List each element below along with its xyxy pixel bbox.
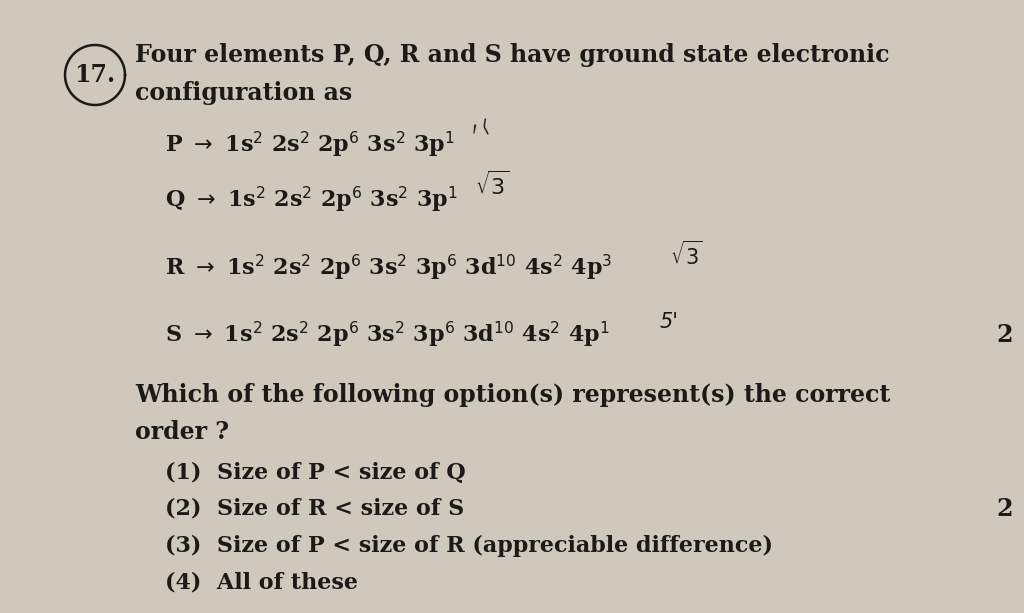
Text: order ?: order ?: [135, 420, 229, 444]
Text: Q $\rightarrow$ 1s$^2$ 2s$^2$ 2p$^6$ 3s$^2$ 3p$^1$: Q $\rightarrow$ 1s$^2$ 2s$^2$ 2p$^6$ 3s$…: [165, 185, 458, 215]
Text: Four elements P, Q, R and S have ground state electronic: Four elements P, Q, R and S have ground …: [135, 43, 890, 67]
Text: (2)  Size of R < size of S: (2) Size of R < size of S: [165, 498, 464, 520]
Text: $\prime$ $\langle$: $\prime$ $\langle$: [470, 117, 492, 139]
Text: configuration as: configuration as: [135, 81, 352, 105]
Text: (3)  Size of P < size of R (appreciable difference): (3) Size of P < size of R (appreciable d…: [165, 535, 773, 557]
Text: P $\rightarrow$ 1s$^2$ 2s$^2$ 2p$^6$ 3s$^2$ 3p$^1$: P $\rightarrow$ 1s$^2$ 2s$^2$ 2p$^6$ 3s$…: [165, 130, 455, 160]
Text: S $\rightarrow$ 1s$^2$ 2s$^2$ 2p$^6$ 3s$^2$ 3p$^6$ 3d$^{10}$ 4s$^2$ 4p$^1$: S $\rightarrow$ 1s$^2$ 2s$^2$ 2p$^6$ 3s$…: [165, 320, 610, 350]
Text: $\sqrt{3}$: $\sqrt{3}$: [475, 171, 510, 199]
Text: R $\rightarrow$ 1s$^2$ 2s$^2$ 2p$^6$ 3s$^2$ 3p$^6$ 3d$^{10}$ 4s$^2$ 4p$^3$: R $\rightarrow$ 1s$^2$ 2s$^2$ 2p$^6$ 3s$…: [165, 253, 612, 283]
Text: 5': 5': [660, 312, 679, 332]
Text: Which of the following option(s) represent(s) the correct: Which of the following option(s) represe…: [135, 383, 890, 407]
Text: 2: 2: [996, 497, 1014, 521]
Text: 2: 2: [996, 323, 1014, 347]
Text: (4)  All of these: (4) All of these: [165, 572, 358, 594]
Text: 17.: 17.: [75, 63, 116, 87]
Text: (1)  Size of P < size of Q: (1) Size of P < size of Q: [165, 461, 466, 483]
Text: $\sqrt{3}$: $\sqrt{3}$: [670, 241, 702, 269]
